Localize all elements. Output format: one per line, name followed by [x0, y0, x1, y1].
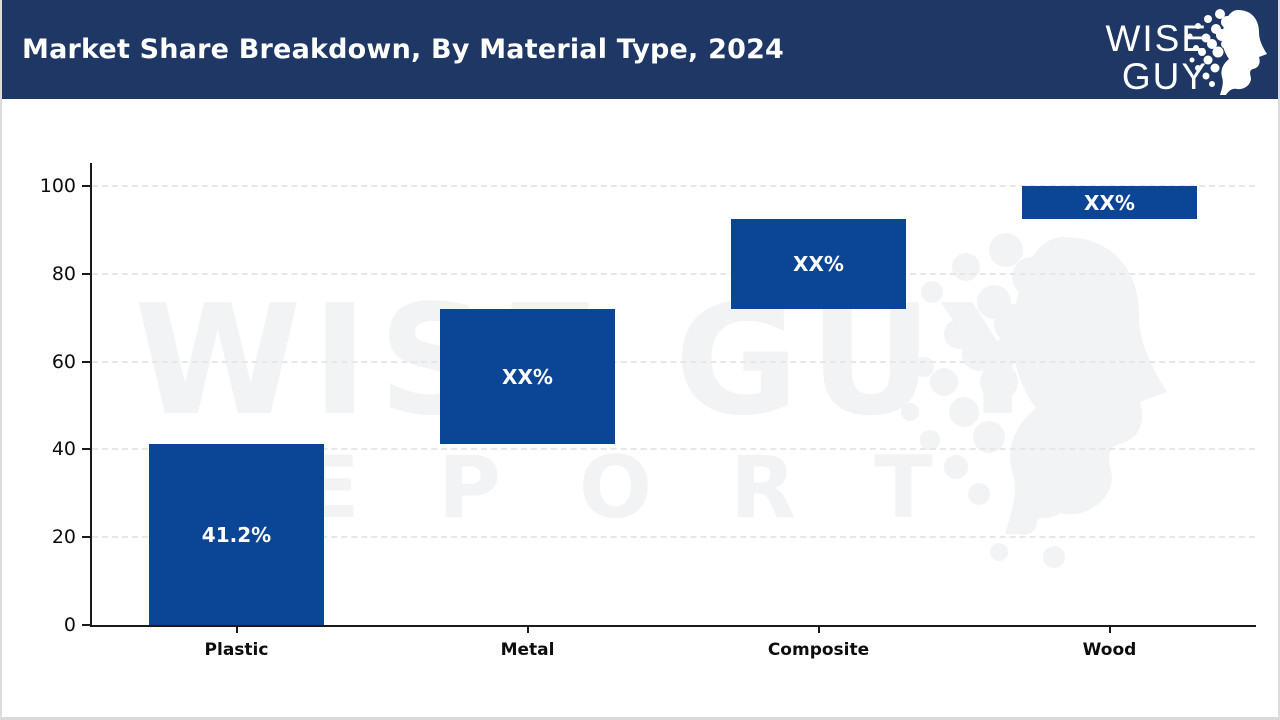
logo-wordmark: WISE GUY	[1105, 18, 1208, 97]
y-axis-tick	[82, 536, 91, 539]
y-axis-tick-label: 0	[63, 614, 76, 636]
bar-value-label: 41.2%	[201, 522, 272, 547]
y-axis-tick	[82, 360, 91, 363]
logo-subtext: R E P O R T S	[1036, 98, 1206, 112]
waterfall-bar: 41.2%	[149, 444, 324, 625]
grid-line	[92, 448, 1255, 451]
y-axis-line	[90, 163, 92, 627]
logo-text: WISE GUY R E P O R T S	[1020, 18, 1208, 113]
wise-guy-reports-logo: WISE GUY R E P O R T S	[1020, 4, 1270, 112]
y-axis-tick-label: 20	[51, 526, 76, 549]
bar-value-label: XX%	[502, 364, 553, 389]
x-axis-tick	[526, 625, 529, 633]
x-axis-tick-label: Composite	[767, 640, 870, 660]
y-axis-tick-label: 80	[51, 262, 76, 285]
y-axis-tick	[82, 185, 91, 187]
waterfall-bar: XX%	[1022, 186, 1197, 219]
x-axis-tick-label: Wood	[1082, 640, 1137, 660]
grid-line	[92, 185, 1255, 187]
chart-title: Market Share Breakdown, By Material Type…	[22, 34, 785, 65]
x-axis-tick-label: Plastic	[204, 640, 269, 660]
waterfall-bar: XX%	[440, 309, 615, 444]
x-axis-tick	[1108, 625, 1111, 633]
x-axis-tick	[235, 625, 238, 633]
grid-line	[92, 360, 1255, 363]
y-axis-tick	[82, 624, 91, 626]
bar-value-label: XX%	[793, 252, 844, 276]
y-axis-tick-label: 60	[51, 350, 76, 373]
grid-line	[92, 536, 1255, 539]
y-axis-tick-label: 100	[39, 175, 76, 197]
grid-line	[92, 272, 1255, 275]
plot-area: 0 20 40 60 80 100 41.2% Plastic XX% Metal XX% Compo…	[40, 163, 1256, 660]
header-band: Market Share Breakdown, By Material Type…	[2, 0, 1278, 112]
dotted-head-icon	[1187, 9, 1267, 95]
x-axis-tick	[817, 625, 820, 633]
x-axis-tick-label: Metal	[500, 640, 555, 660]
y-axis-tick-label: 40	[51, 438, 76, 461]
bar-value-label: XX%	[1084, 190, 1135, 215]
y-axis-tick	[82, 448, 91, 451]
y-axis-tick	[82, 272, 91, 275]
x-axis-line	[90, 625, 1256, 627]
waterfall-bar: XX%	[731, 219, 906, 309]
